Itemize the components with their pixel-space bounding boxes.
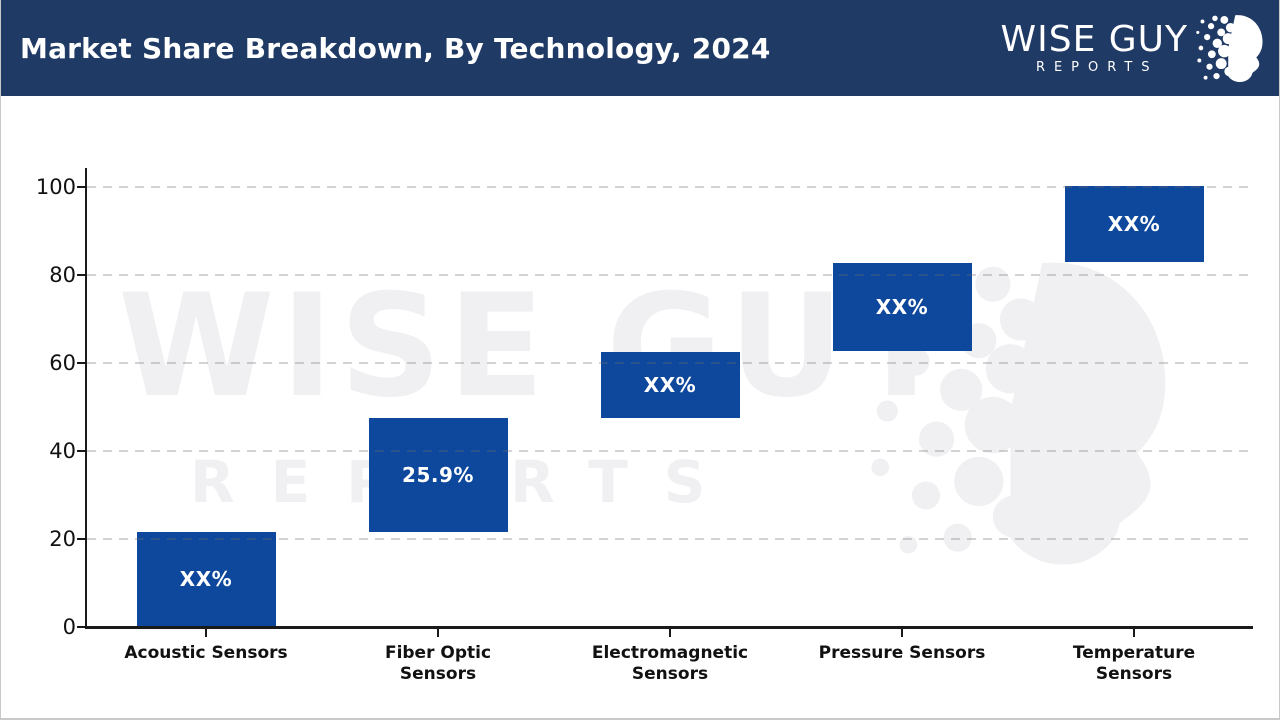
bar-electromagnetic-sensors: XX% [600, 351, 740, 418]
x-tick-2 [669, 629, 671, 637]
y-tick-80 [77, 274, 85, 276]
header-bar: Market Share Breakdown, By Technology, 2… [0, 0, 1280, 96]
brand-logo: WISE GUY REPORTS [1001, 8, 1269, 88]
y-tick-100 [77, 186, 85, 188]
y-tick-label-20: 20 [49, 527, 76, 551]
wiseguy-head-icon [1196, 15, 1263, 83]
watermark-text-1: WISE GUY [118, 264, 959, 429]
bar-temperature-sensors: XX% [1064, 185, 1204, 262]
x-axis-line [85, 626, 1253, 629]
bar-fiber-optic-sensors: 25.9% [368, 418, 508, 532]
bar-value-label: XX% [1107, 211, 1161, 236]
bar-value-label: XX% [875, 295, 929, 320]
bar-acoustic-sensors: XX% [136, 531, 276, 627]
x-category-label-3: Pressure Sensors [818, 643, 986, 663]
bar-value-label: XX% [179, 567, 233, 592]
y-tick-60 [77, 362, 85, 364]
x-category-label-2: Electromagnetic Sensors [591, 643, 749, 685]
x-category-label-1: Fiber Optic Sensors [384, 643, 492, 685]
y-tick-label-60: 60 [49, 351, 76, 375]
x-tick-4 [1133, 629, 1135, 637]
x-tick-1 [437, 629, 439, 637]
y-tick-20 [77, 538, 85, 540]
y-tick-0 [77, 626, 85, 628]
brand-subtitle: REPORTS [1035, 60, 1159, 76]
y-tick-label-80: 80 [49, 263, 76, 287]
brand-name: WISE GUY [1000, 18, 1188, 60]
brand-logo-text: WISE GUY REPORTS [1000, 18, 1189, 76]
bar-pressure-sensors: XX% [832, 263, 972, 352]
y-tick-40 [77, 450, 85, 452]
y-tick-label-40: 40 [49, 439, 76, 463]
x-tick-3 [901, 629, 903, 637]
y-tick-label-0: 0 [62, 615, 76, 639]
y-tick-label-100: 100 [35, 175, 76, 199]
bar-value-label: XX% [643, 372, 697, 397]
x-tick-0 [205, 629, 207, 637]
page-title: Market Share Breakdown, By Technology, 2… [20, 31, 771, 65]
bar-value-label: 25.9% [402, 462, 474, 487]
y-axis-line [85, 168, 87, 629]
x-category-label-0: Acoustic Sensors [124, 643, 288, 663]
x-category-label-4: Temperature Sensors [1072, 643, 1196, 685]
